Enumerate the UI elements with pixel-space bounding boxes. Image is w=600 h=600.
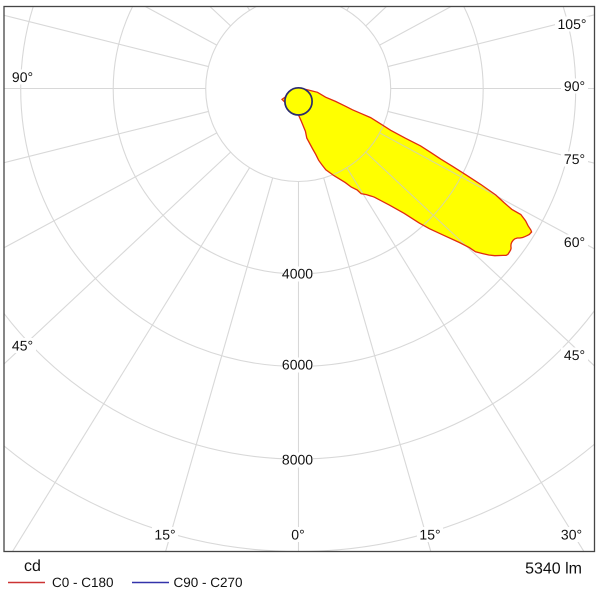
- svg-text:45°: 45°: [12, 338, 33, 354]
- svg-text:60°: 60°: [564, 234, 585, 250]
- svg-text:cd: cd: [24, 558, 41, 575]
- svg-text:8000: 8000: [282, 452, 313, 468]
- svg-text:15°: 15°: [154, 527, 175, 543]
- svg-text:0°: 0°: [291, 527, 304, 543]
- svg-text:90°: 90°: [12, 69, 33, 85]
- svg-text:C0 - C180: C0 - C180: [52, 575, 114, 590]
- svg-text:90°: 90°: [564, 78, 585, 94]
- svg-text:6000: 6000: [282, 357, 313, 373]
- svg-text:30°: 30°: [561, 527, 582, 543]
- svg-text:15°: 15°: [419, 527, 440, 543]
- svg-text:4000: 4000: [282, 266, 313, 282]
- svg-text:C90 - C270: C90 - C270: [174, 575, 243, 590]
- svg-text:75°: 75°: [564, 151, 585, 167]
- svg-text:105°: 105°: [558, 16, 587, 32]
- svg-text:45°: 45°: [564, 347, 585, 363]
- svg-text:5340 lm: 5340 lm: [525, 561, 582, 578]
